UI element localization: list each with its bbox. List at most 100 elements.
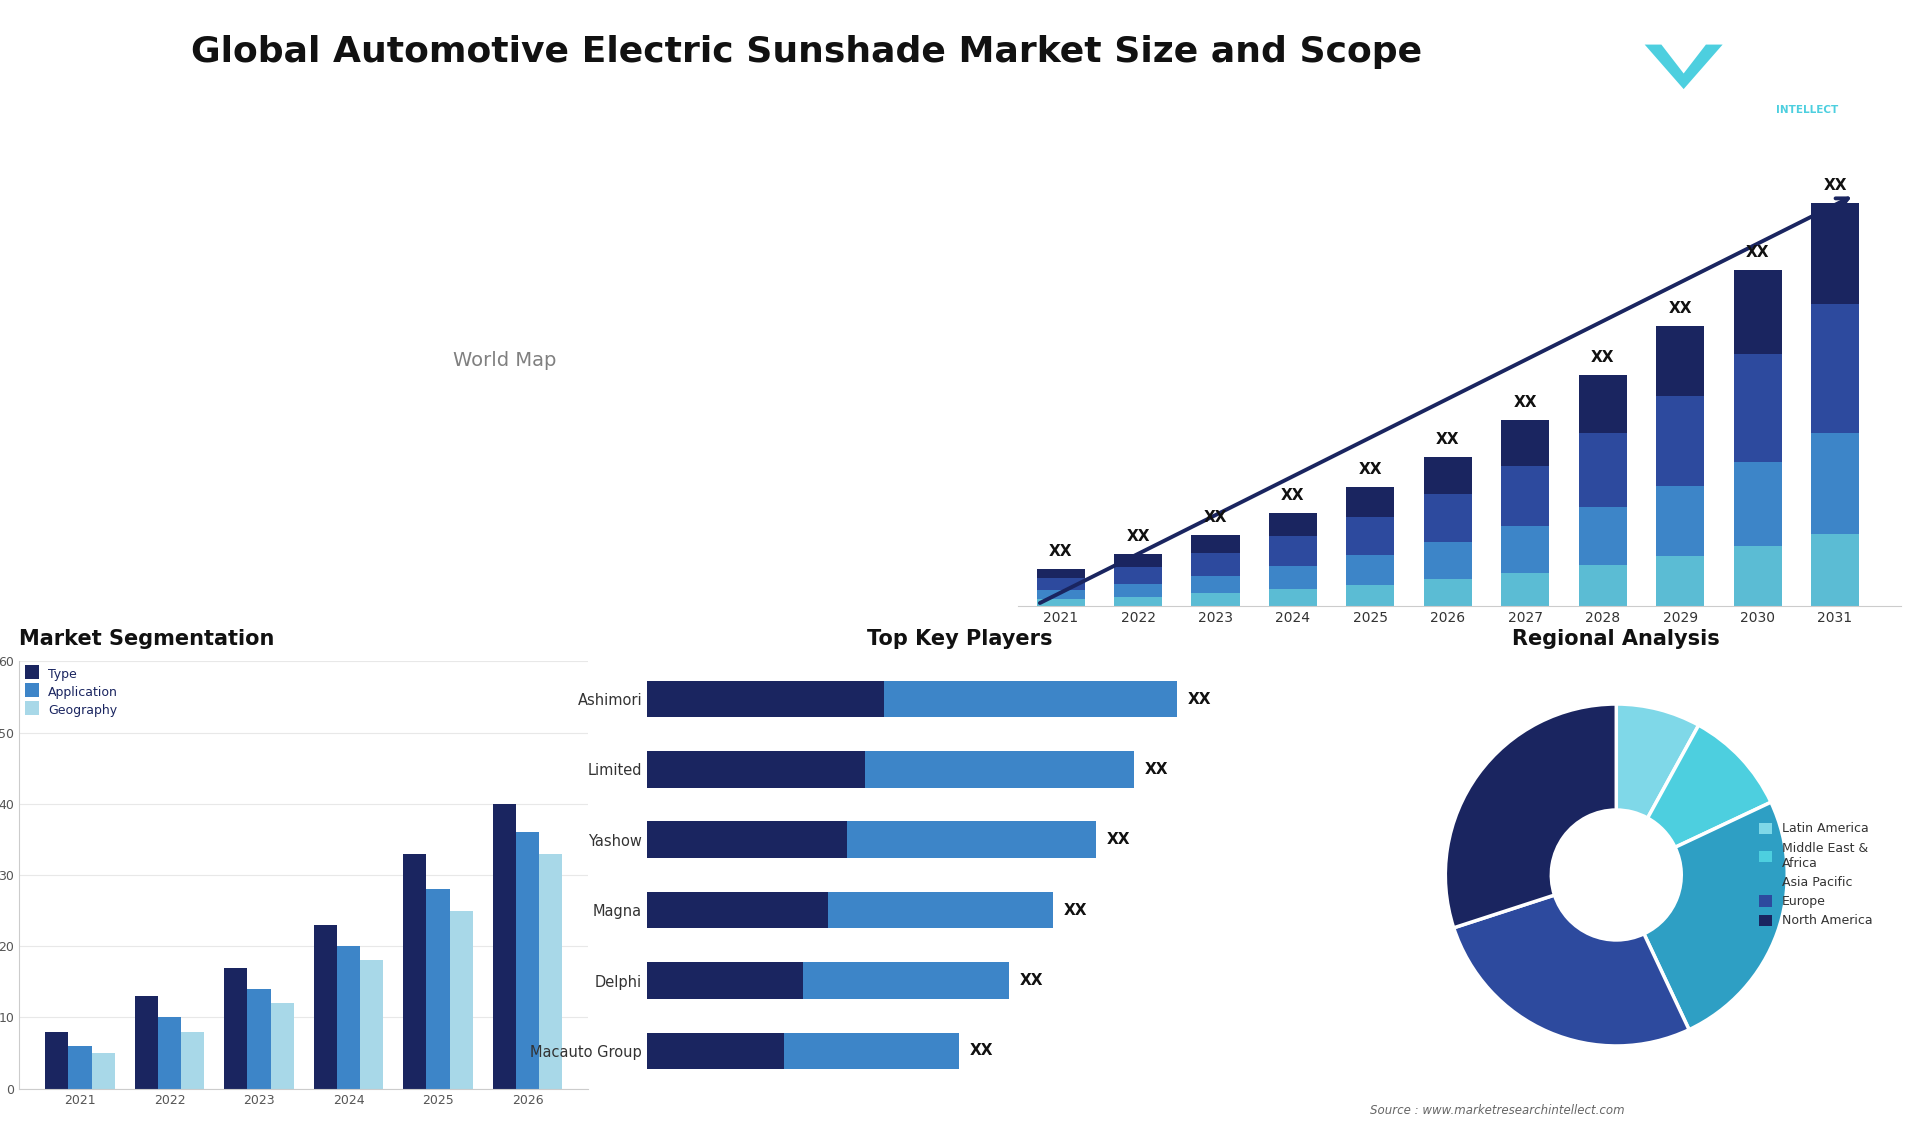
Bar xyxy=(1114,554,1162,567)
Wedge shape xyxy=(1617,704,1699,818)
Bar xyxy=(1037,590,1085,599)
Bar xyxy=(647,681,885,717)
Text: XX: XX xyxy=(1108,832,1131,847)
Text: XX: XX xyxy=(1144,762,1167,777)
Bar xyxy=(1501,419,1549,466)
Text: XX: XX xyxy=(1204,510,1227,525)
Bar xyxy=(1114,597,1162,606)
Bar xyxy=(1269,536,1317,566)
Text: XX: XX xyxy=(1188,691,1212,706)
Bar xyxy=(1811,534,1859,606)
Text: INTELLECT: INTELLECT xyxy=(1776,104,1837,115)
Bar xyxy=(225,967,248,1089)
Bar xyxy=(1501,466,1549,526)
Bar xyxy=(1346,517,1394,555)
Bar xyxy=(1037,579,1085,590)
Bar xyxy=(847,822,1096,858)
Bar xyxy=(1734,354,1782,462)
Bar xyxy=(426,889,449,1089)
Bar xyxy=(336,947,361,1089)
Bar xyxy=(866,751,1135,787)
Bar xyxy=(1269,566,1317,589)
Text: XX: XX xyxy=(1281,488,1306,503)
Text: XX: XX xyxy=(970,1044,993,1059)
Bar xyxy=(1578,507,1626,565)
Bar xyxy=(69,1046,92,1089)
Bar xyxy=(1657,556,1705,606)
Bar xyxy=(1734,462,1782,545)
Wedge shape xyxy=(1453,895,1690,1046)
Bar xyxy=(885,681,1177,717)
Bar xyxy=(1578,433,1626,507)
Bar xyxy=(647,1033,785,1069)
Text: XX: XX xyxy=(1745,245,1770,260)
Bar xyxy=(1346,555,1394,584)
Text: XX: XX xyxy=(1824,178,1847,194)
Bar xyxy=(1578,375,1626,433)
Bar xyxy=(180,1031,204,1089)
Text: XX: XX xyxy=(1513,394,1538,409)
Bar xyxy=(1425,542,1473,579)
Bar xyxy=(785,1033,960,1069)
Bar xyxy=(1501,573,1549,606)
Bar xyxy=(134,996,157,1089)
Bar xyxy=(44,1031,69,1089)
Bar xyxy=(516,832,540,1089)
Bar xyxy=(403,854,426,1089)
Text: XX: XX xyxy=(1668,301,1692,316)
Text: Global Automotive Electric Sunshade Market Size and Scope: Global Automotive Electric Sunshade Mark… xyxy=(190,34,1423,69)
Text: XX: XX xyxy=(1064,903,1087,918)
Bar xyxy=(540,854,563,1089)
Text: XX: XX xyxy=(1020,973,1043,988)
Bar xyxy=(1269,513,1317,536)
Bar xyxy=(1192,575,1240,594)
Bar xyxy=(1192,535,1240,554)
Bar xyxy=(313,925,336,1089)
Bar xyxy=(361,960,384,1089)
Bar xyxy=(1192,594,1240,606)
Bar xyxy=(1114,583,1162,597)
Polygon shape xyxy=(1645,45,1722,89)
Text: Source : www.marketresearchintellect.com: Source : www.marketresearchintellect.com xyxy=(1371,1105,1624,1117)
Bar xyxy=(1578,565,1626,606)
Bar xyxy=(647,751,866,787)
Bar xyxy=(1037,568,1085,579)
Legend: Latin America, Middle East &
Africa, Asia Pacific, Europe, North America: Latin America, Middle East & Africa, Asi… xyxy=(1759,823,1872,927)
Bar xyxy=(647,892,828,928)
Title: Regional Analysis: Regional Analysis xyxy=(1513,629,1720,649)
Wedge shape xyxy=(1446,704,1617,928)
Text: XX: XX xyxy=(1048,543,1073,559)
Bar xyxy=(1657,327,1705,397)
Bar xyxy=(92,1053,115,1089)
Text: XX: XX xyxy=(1436,432,1459,447)
Bar xyxy=(1425,579,1473,606)
Bar xyxy=(1657,397,1705,486)
Bar xyxy=(1657,486,1705,556)
Bar xyxy=(157,1018,180,1089)
Bar xyxy=(1734,270,1782,354)
Title: Top Key Players: Top Key Players xyxy=(868,629,1052,649)
Wedge shape xyxy=(1644,802,1788,1030)
Text: World Map: World Map xyxy=(453,351,557,370)
Bar xyxy=(647,963,803,999)
Legend: Type, Application, Geography: Type, Application, Geography xyxy=(25,667,117,716)
Bar xyxy=(1346,487,1394,517)
Bar xyxy=(1425,494,1473,542)
Bar xyxy=(647,822,847,858)
Text: XX: XX xyxy=(1592,350,1615,364)
Text: XX: XX xyxy=(1127,528,1150,544)
Bar xyxy=(1037,599,1085,606)
Text: XX: XX xyxy=(1359,462,1382,477)
Bar xyxy=(828,892,1052,928)
Bar xyxy=(1114,567,1162,583)
Bar xyxy=(1269,589,1317,606)
Bar xyxy=(271,1003,294,1089)
Bar xyxy=(1425,457,1473,494)
Wedge shape xyxy=(1647,725,1770,847)
Bar xyxy=(493,803,516,1089)
Bar xyxy=(1811,203,1859,304)
Bar xyxy=(1811,433,1859,534)
Bar xyxy=(1346,584,1394,606)
Text: MARKET: MARKET xyxy=(1776,52,1824,62)
Bar xyxy=(449,911,472,1089)
